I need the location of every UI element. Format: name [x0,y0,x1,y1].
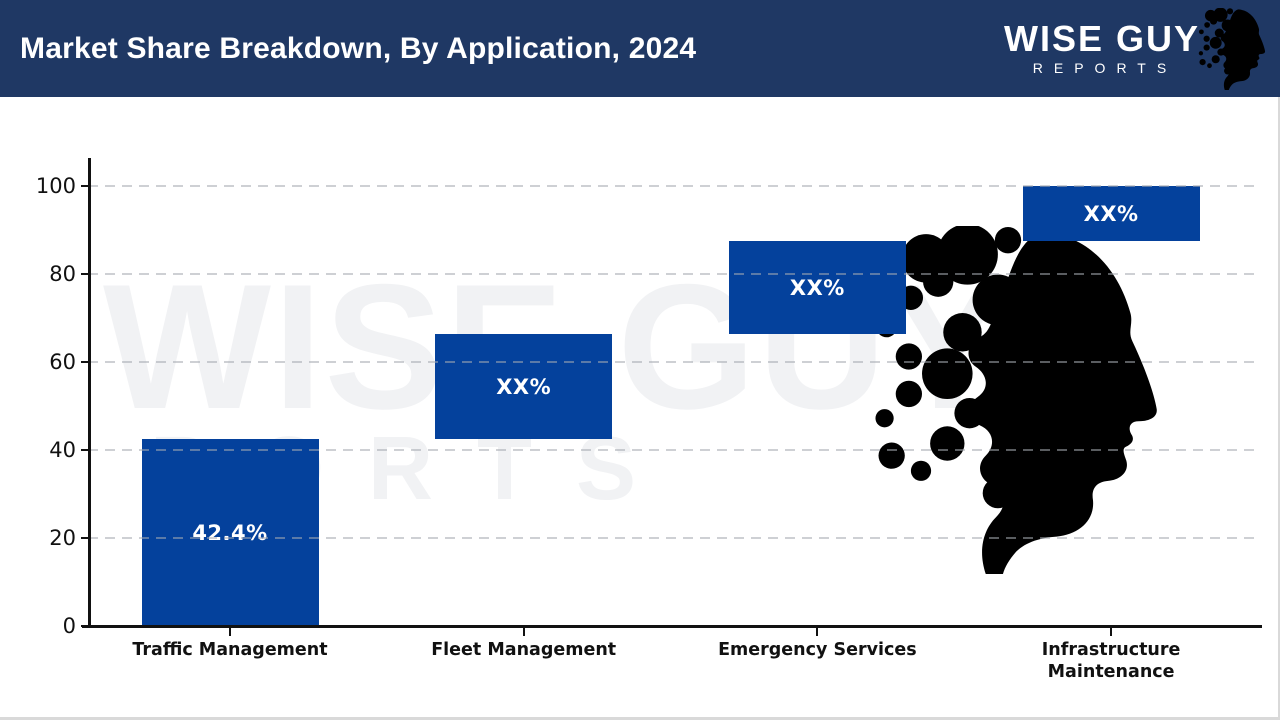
logo-brand-subtitle: REPORTS [1032,60,1178,76]
gridline-40 [88,449,1258,451]
y-axis-tick-mark [81,625,88,627]
y-axis-tick-label: 40 [49,438,76,462]
y-axis-tick-label: 100 [35,174,76,198]
bar-infrastructure-maintenance: XX% [1022,186,1200,241]
y-axis-tick-label: 60 [49,350,76,374]
bar-fleet-management: XX% [435,334,613,440]
x-axis-tick-mark [229,628,231,636]
header-bar: Market Share Breakdown, By Application, … [0,0,1280,97]
y-axis-tick-label: 80 [49,262,76,286]
y-axis-tick-label: 20 [49,526,76,550]
x-axis-tick-mark [1110,628,1113,636]
bar-value-label: XX% [496,374,552,399]
bar-value-label: XX% [789,275,845,300]
category-label: Traffic Management [132,640,328,660]
bar-emergency-services: XX% [728,241,906,335]
wiseguy-logo-text: WISE GUY REPORTS [1004,21,1200,77]
y-axis-tick-mark [81,185,88,187]
y-axis-line [88,158,91,628]
bar-value-label: 42.4% [192,520,268,545]
page-title: Market Share Breakdown, By Application, … [20,31,697,65]
x-axis-tick-mark [522,628,525,636]
y-axis-tick-mark [81,449,88,451]
x-axis-line [82,625,1262,628]
category-label: Fleet Management [431,640,617,660]
category-label: Infrastructure Maintenance [1041,640,1181,682]
gridline-20 [88,537,1258,539]
bar-value-label: XX% [1083,201,1139,226]
logo-brand-name: WISE GUY [1003,18,1200,59]
bar-traffic-management: 42.4% [141,439,319,626]
gridline-100 [88,185,1258,187]
gridline-80 [88,273,1258,275]
x-axis-tick-mark [816,628,819,636]
y-axis-tick-label: 0 [62,614,76,638]
wiseguy-logo: WISE GUY REPORTS [1004,6,1266,92]
gridline-60 [88,361,1258,363]
y-axis-tick-mark [81,361,88,363]
y-axis-tick-mark [81,537,88,539]
y-axis-tick-mark [81,273,88,275]
category-label: Emergency Services [718,640,917,660]
